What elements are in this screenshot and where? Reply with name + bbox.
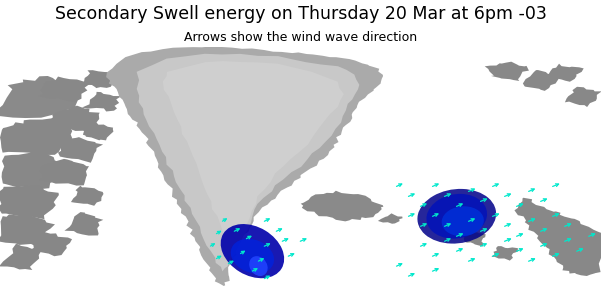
Polygon shape (523, 70, 560, 91)
Polygon shape (83, 122, 114, 140)
Polygon shape (82, 92, 121, 112)
Ellipse shape (427, 194, 487, 239)
Ellipse shape (231, 239, 274, 274)
Polygon shape (2, 151, 67, 189)
Text: Arrows show the wind wave direction: Arrows show the wind wave direction (184, 31, 417, 44)
Polygon shape (58, 137, 103, 163)
Polygon shape (64, 212, 103, 236)
Ellipse shape (418, 189, 496, 244)
Polygon shape (378, 213, 403, 224)
Ellipse shape (249, 256, 267, 276)
Polygon shape (492, 246, 518, 261)
Polygon shape (300, 191, 383, 221)
Polygon shape (39, 159, 89, 186)
Polygon shape (71, 186, 103, 206)
Polygon shape (106, 46, 383, 286)
Polygon shape (136, 54, 359, 271)
Polygon shape (82, 70, 115, 88)
Ellipse shape (442, 206, 484, 236)
Polygon shape (163, 61, 344, 253)
Polygon shape (464, 231, 486, 247)
Polygon shape (38, 77, 91, 102)
Polygon shape (484, 62, 529, 81)
Polygon shape (0, 243, 40, 270)
Polygon shape (0, 213, 55, 246)
Polygon shape (514, 197, 601, 276)
Ellipse shape (221, 224, 284, 278)
Polygon shape (0, 76, 82, 118)
Polygon shape (0, 115, 72, 155)
Text: Secondary Swell energy on Thursday 20 Mar at 6pm -03: Secondary Swell energy on Thursday 20 Ma… (55, 5, 546, 23)
Polygon shape (546, 64, 584, 82)
Polygon shape (50, 106, 100, 133)
Polygon shape (565, 87, 601, 107)
Polygon shape (28, 231, 72, 256)
Polygon shape (0, 185, 59, 219)
